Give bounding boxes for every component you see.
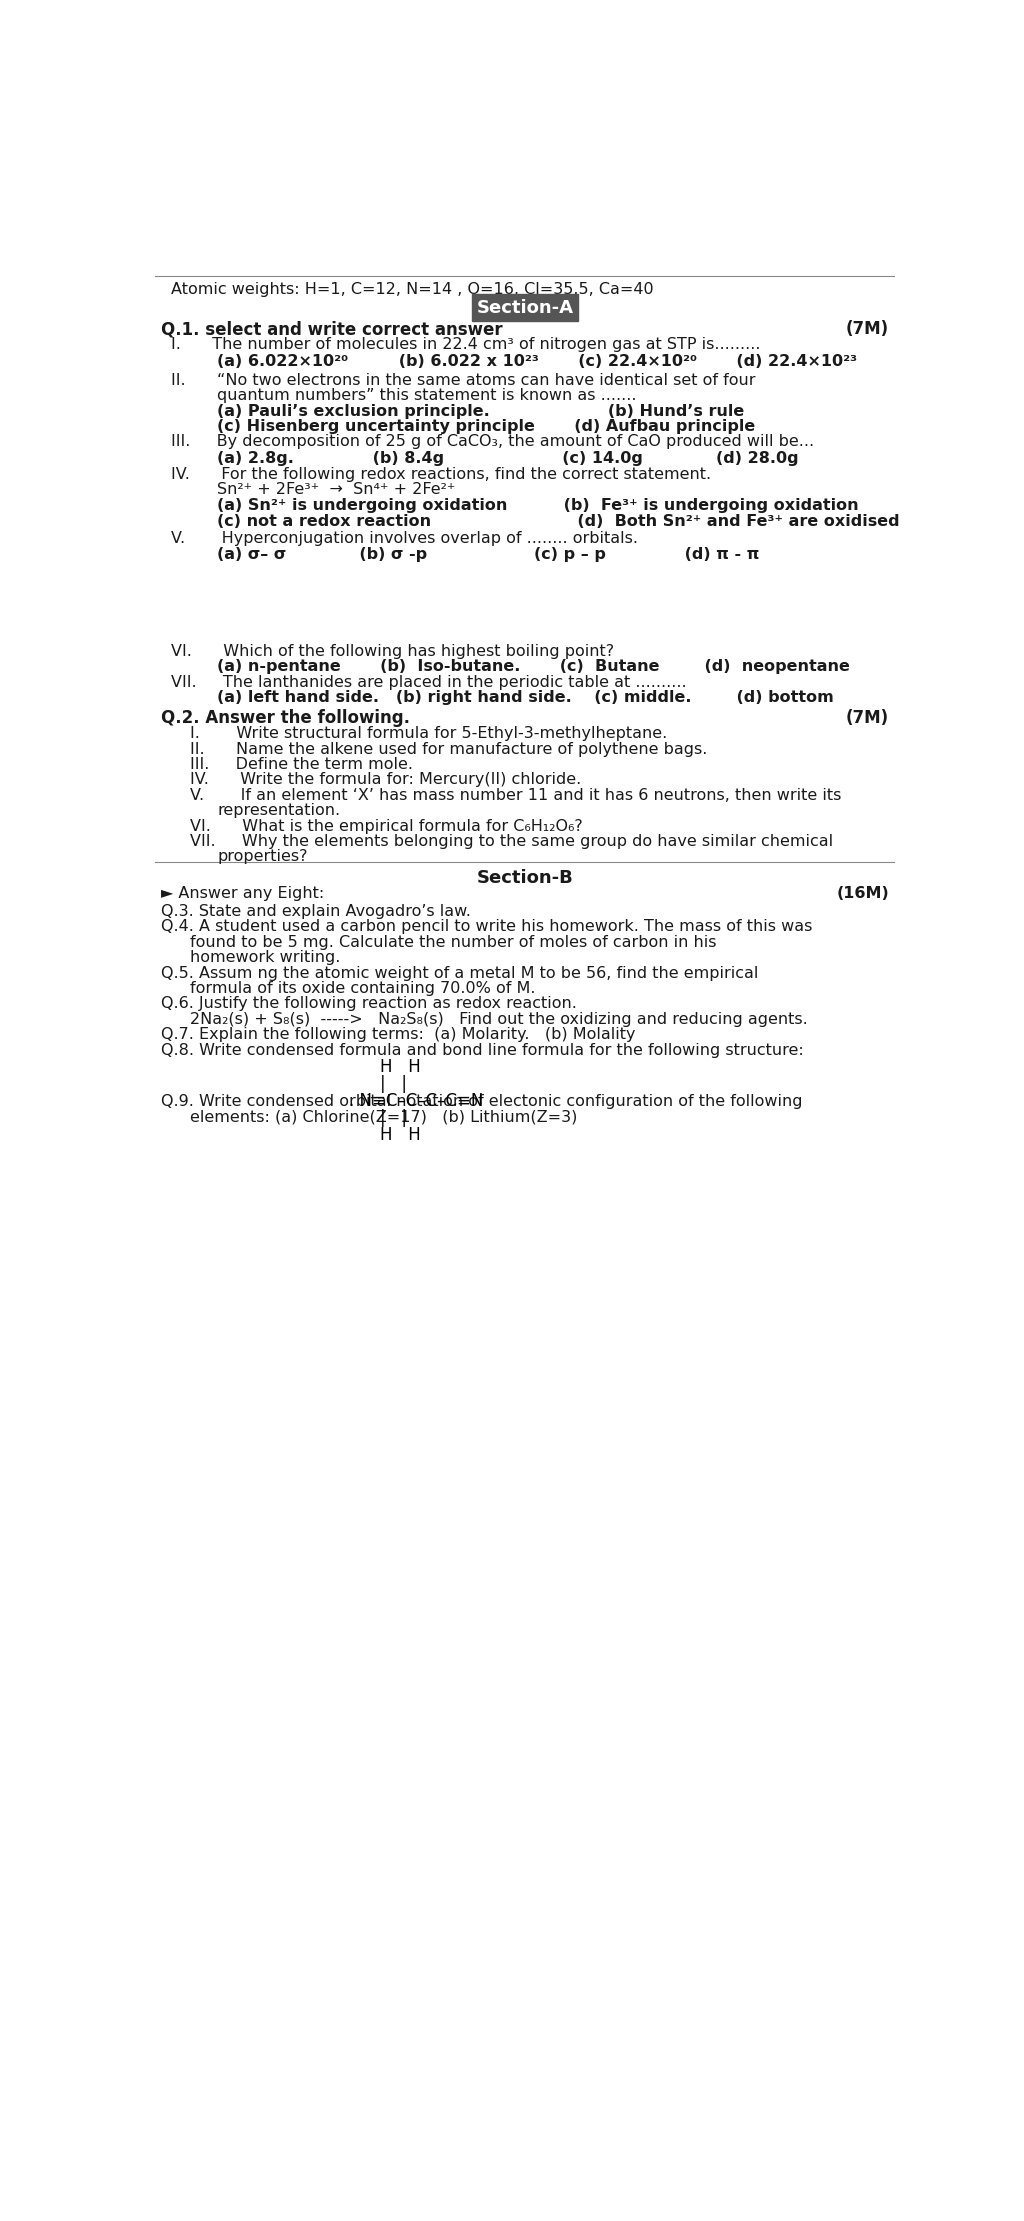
Text: II.    “No two electrons in the same atoms can have identical set of four: II. “No two electrons in the same atoms … <box>171 373 755 389</box>
Text: (a) Sn²⁺ is undergoing oxidation          (b)  Fe³⁺ is undergoing oxidation: (a) Sn²⁺ is undergoing oxidation (b) Fe³… <box>217 498 859 513</box>
Text: III.   Define the term mole.: III. Define the term mole. <box>190 757 413 773</box>
Text: III.   By decomposition of 25 g of CaCO₃, the amount of CaO produced will be...: III. By decomposition of 25 g of CaCO₃, … <box>171 435 814 449</box>
Text: 2Na₂(s) + S₈(s)  ----->   Na₂S₈(s)   Find out the oxidizing and reducing agents.: 2Na₂(s) + S₈(s) -----> Na₂S₈(s) Find out… <box>190 1013 808 1026</box>
Text: Q.5. Assum ng the atomic weight of a metal M to be 56, find the empirical: Q.5. Assum ng the atomic weight of a met… <box>161 966 758 982</box>
Text: VI.    Which of the following has highest boiling point?: VI. Which of the following has highest b… <box>171 644 613 660</box>
Text: (c) not a redox reaction                          (d)  Both Sn²⁺ and Fe³⁺ are ox: (c) not a redox reaction (d) Both Sn²⁺ a… <box>217 515 900 529</box>
Text: H   H: H H <box>380 1057 421 1077</box>
Text: Section-A: Section-A <box>476 300 573 318</box>
Text: V.     If an element ‘X’ has mass number 11 and it has 6 neutrons, then write it: V. If an element ‘X’ has mass number 11 … <box>190 788 842 802</box>
Text: Q.3. State and explain Avogadro’s law.: Q.3. State and explain Avogadro’s law. <box>161 904 470 919</box>
Text: (a) Pauli’s exclusion principle.                     (b) Hund’s rule: (a) Pauli’s exclusion principle. (b) Hun… <box>217 404 744 418</box>
Text: Q.9. Write condensed orbital notation of electonic configuration of the followin: Q.9. Write condensed orbital notation of… <box>161 1095 802 1108</box>
Text: Q.4. A student used a carbon pencil to write his homework. The mass of this was: Q.4. A student used a carbon pencil to w… <box>161 919 812 935</box>
Text: I.     Write structural formula for 5-Ethyl-3-methylheptane.: I. Write structural formula for 5-Ethyl-… <box>190 726 668 742</box>
Text: representation.: representation. <box>217 804 340 817</box>
Text: |   |: | | <box>380 1075 407 1093</box>
Text: (a) 2.8g.              (b) 8.4g                     (c) 14.0g             (d) 28: (a) 2.8g. (b) 8.4g (c) 14.0g (d) 28 <box>217 451 799 466</box>
Text: (a) n-pentane       (b)  Iso-butane.       (c)  Butane        (d)  neopentane: (a) n-pentane (b) Iso-butane. (c) Butane… <box>217 660 850 675</box>
Text: Section-B: Section-B <box>476 868 573 886</box>
Text: (7M): (7M) <box>846 320 889 338</box>
Text: Atomic weights: H=1, C=12, N=14 , O=16, Cl=35.5, Ca=40: Atomic weights: H=1, C=12, N=14 , O=16, … <box>171 282 653 298</box>
Text: II.    Name the alkene used for manufacture of polythene bags.: II. Name the alkene used for manufacture… <box>190 742 708 757</box>
Text: (7M): (7M) <box>846 708 889 726</box>
Text: (a) σ– σ             (b) σ -p                   (c) p – p              (d) π - π: (a) σ– σ (b) σ -p (c) p – p (d) π - π <box>217 546 760 562</box>
Text: V.     Hyperconjugation involves overlap of ........ orbitals.: V. Hyperconjugation involves overlap of … <box>171 531 638 546</box>
Text: (16M): (16M) <box>837 886 889 902</box>
Text: Sn²⁺ + 2Fe³⁺  →  Sn⁴⁺ + 2Fe²⁺: Sn²⁺ + 2Fe³⁺ → Sn⁴⁺ + 2Fe²⁺ <box>217 482 456 498</box>
Text: Q.2. Answer the following.: Q.2. Answer the following. <box>161 708 410 726</box>
Text: I.    The number of molecules in 22.4 cm³ of nitrogen gas at STP is.........: I. The number of molecules in 22.4 cm³ o… <box>171 338 760 353</box>
Text: (a) left hand side.   (b) right hand side.    (c) middle.        (d) bottom: (a) left hand side. (b) right hand side.… <box>217 691 834 704</box>
Text: ► Answer any Eight:: ► Answer any Eight: <box>161 886 324 902</box>
Text: H   H: H H <box>380 1126 421 1144</box>
Text: elements: (a) Chlorine(Z=17)   (b) Lithium(Z=3): elements: (a) Chlorine(Z=17) (b) Lithium… <box>190 1110 578 1124</box>
Text: VII.   Why the elements belonging to the same group do have similar chemical: VII. Why the elements belonging to the s… <box>190 835 834 848</box>
Text: IV.    For the following redox reactions, find the correct statement.: IV. For the following redox reactions, f… <box>171 466 711 482</box>
Text: Q.6. Justify the following reaction as redox reaction.: Q.6. Justify the following reaction as r… <box>161 997 577 1011</box>
Text: Q.7. Explain the following terms:  (a) Molarity.   (b) Molality: Q.7. Explain the following terms: (a) Mo… <box>161 1028 635 1042</box>
Text: IV.    Write the formula for: Mercury(II) chloride.: IV. Write the formula for: Mercury(II) c… <box>190 773 582 788</box>
Text: quantum numbers” this statement is known as .......: quantum numbers” this statement is known… <box>217 389 637 404</box>
Text: found to be 5 mg. Calculate the number of moles of carbon in his: found to be 5 mg. Calculate the number o… <box>190 935 717 951</box>
Text: Q.1. select and write correct answer: Q.1. select and write correct answer <box>161 320 502 338</box>
Text: . N≡C–C–C–C≡N: . N≡C–C–C–C≡N <box>349 1093 483 1110</box>
Text: Q.8. Write condensed formula and bond line formula for the following structure:: Q.8. Write condensed formula and bond li… <box>161 1042 803 1057</box>
Text: VII.   The lanthanides are placed in the periodic table at ..........: VII. The lanthanides are placed in the p… <box>171 675 686 689</box>
Text: |   |: | | <box>380 1108 407 1126</box>
Text: (c) Hisenberg uncertainty principle       (d) Aufbau principle: (c) Hisenberg uncertainty principle (d) … <box>217 420 756 433</box>
Text: formula of its oxide containing 70.0% of M.: formula of its oxide containing 70.0% of… <box>190 982 536 995</box>
Text: (a) 6.022×10²⁰         (b) 6.022 x 10²³       (c) 22.4×10²⁰       (d) 22.4×10²³: (a) 6.022×10²⁰ (b) 6.022 x 10²³ (c) 22.4… <box>217 355 857 369</box>
Text: properties?: properties? <box>217 848 307 864</box>
Text: VI.    What is the empirical formula for C₆H₁₂O₆?: VI. What is the empirical formula for C₆… <box>190 820 583 833</box>
Text: homework writing.: homework writing. <box>190 951 340 966</box>
